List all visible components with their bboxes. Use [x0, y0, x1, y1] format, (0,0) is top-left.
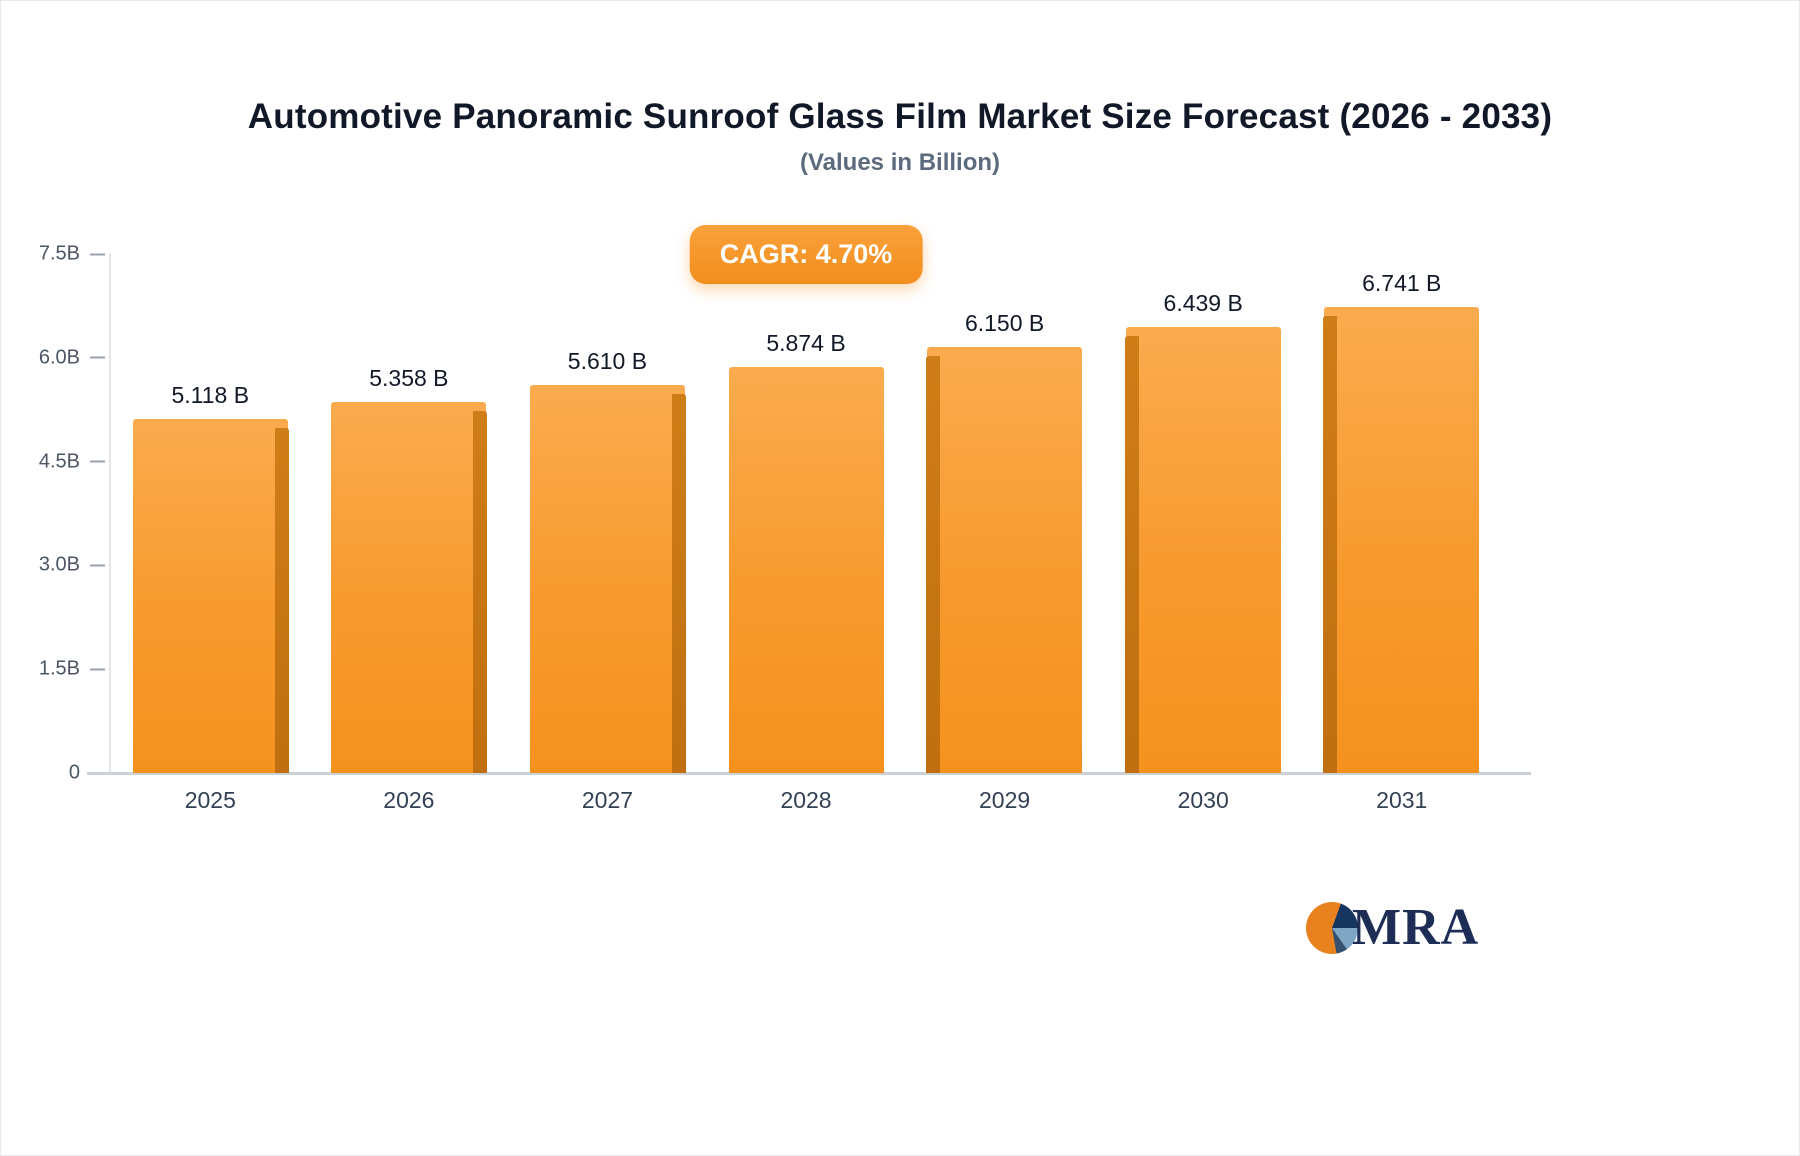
bar: [529, 384, 686, 773]
x-tick-label: 2028: [780, 787, 832, 813]
bar-value-label: 5.358 B: [369, 365, 449, 392]
bar-group: 6.741 B: [1302, 254, 1501, 773]
bar: [1323, 306, 1480, 773]
logo-pie-icon: [1306, 901, 1358, 954]
bar-side-shade: [473, 411, 488, 773]
bar-value-label: 6.741 B: [1362, 269, 1442, 296]
page-subtitle: (Values in Billion): [799, 149, 1001, 176]
y-tick-mark: [90, 564, 105, 567]
bar-value-label: 5.874 B: [766, 329, 846, 356]
x-tick-label: 2026: [383, 787, 435, 813]
bar-value-label: 6.150 B: [964, 310, 1045, 337]
x-tick-label: 2027: [581, 787, 634, 813]
y-tick-mark: [90, 460, 105, 463]
bar-group: 5.358 B: [310, 254, 509, 773]
y-tick-label: 3.0B: [38, 553, 80, 576]
x-tick-label: 2025: [184, 787, 236, 813]
y-tick-label: 1.5B: [38, 657, 80, 680]
cagr-badge: CAGR: 4.70%: [689, 225, 923, 284]
y-axis: 7.5B 6.0B 4.5B 3.0B 1.5B 0: [1, 243, 105, 784]
page-title: Automotive Panoramic Sunroof Glass Film …: [247, 97, 1553, 136]
bar-value-label: 5.610 B: [567, 347, 648, 374]
bar-value-label: 6.439 B: [1163, 290, 1243, 317]
bar: [1124, 327, 1281, 773]
y-tick-label: 6.0B: [38, 346, 80, 369]
bar: [926, 347, 1083, 773]
y-tick-mark: [90, 253, 105, 255]
x-axis: 2025 2026 2027 2028 2029 2030 2031: [111, 787, 1501, 814]
bar-side-shade: [274, 427, 289, 773]
y-tick: 1.5B: [39, 658, 105, 681]
y-tick: 3.0B: [39, 554, 105, 577]
bar-value-label: 5.118 B: [171, 381, 250, 408]
x-tick-label: 2029: [979, 787, 1031, 813]
x-tick-label: 2030: [1177, 787, 1229, 813]
x-tick-label: 2031: [1376, 787, 1428, 813]
y-tick-mark: [90, 668, 105, 671]
bar-side-shade: [1323, 315, 1338, 773]
bar: [728, 366, 884, 773]
bar-side-shade: [1124, 336, 1139, 773]
bar: [132, 418, 289, 773]
y-tick-label: 7.5B: [38, 242, 80, 265]
y-tick-mark: [90, 356, 105, 359]
bar: [331, 402, 488, 773]
x-axis-line: [87, 772, 1531, 775]
y-tick: 4.5B: [39, 450, 105, 473]
y-axis-line: [109, 254, 111, 773]
bar-group: 5.874 B: [707, 254, 906, 773]
bar-side-shade: [671, 393, 686, 773]
bar-group: 5.610 B: [508, 254, 707, 773]
brand-logo: MRA: [1306, 898, 1479, 957]
y-tick: 7.5B: [39, 243, 105, 266]
bar-side-shade: [926, 356, 941, 773]
plot-area: 5.118 B 5.358 B 5.610 B 5.874 B 6.150 B 6.439…: [111, 254, 1501, 773]
y-tick-label: 4.5B: [38, 450, 80, 473]
bar-group: 5.118 B: [111, 254, 310, 773]
y-tick: 6.0B: [39, 346, 105, 369]
logo-text: MRA: [1352, 899, 1480, 956]
bar-group: 6.439 B: [1104, 254, 1303, 773]
y-tick-label: 0: [68, 761, 80, 784]
bar-group: 6.150 B: [905, 254, 1104, 773]
